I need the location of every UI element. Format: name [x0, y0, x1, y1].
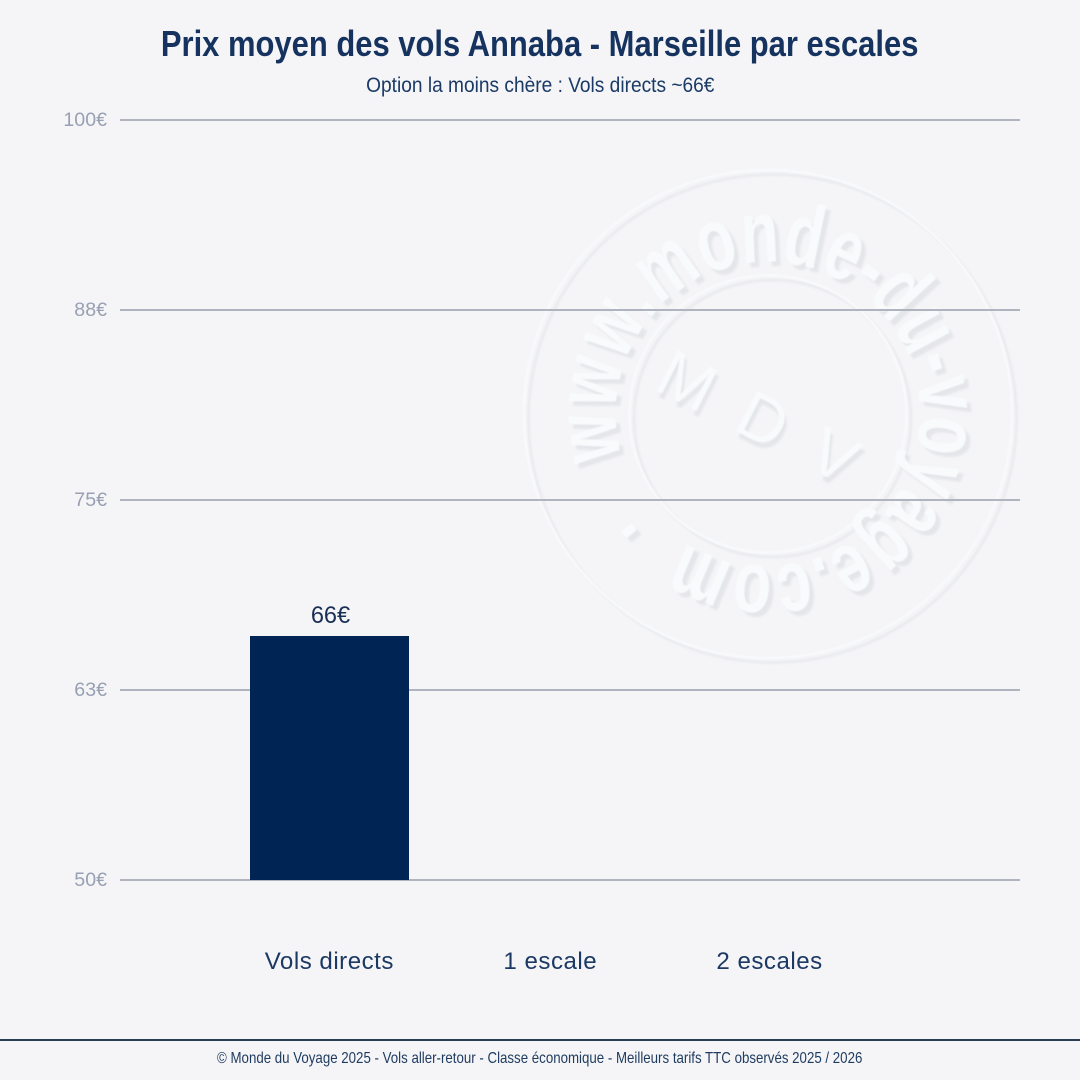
svg-text:o: o: [728, 544, 775, 645]
svg-text:o: o: [733, 549, 780, 650]
svg-text:·: ·: [583, 490, 672, 568]
svg-text:n: n: [743, 187, 785, 287]
svg-text:n: n: [738, 183, 780, 283]
